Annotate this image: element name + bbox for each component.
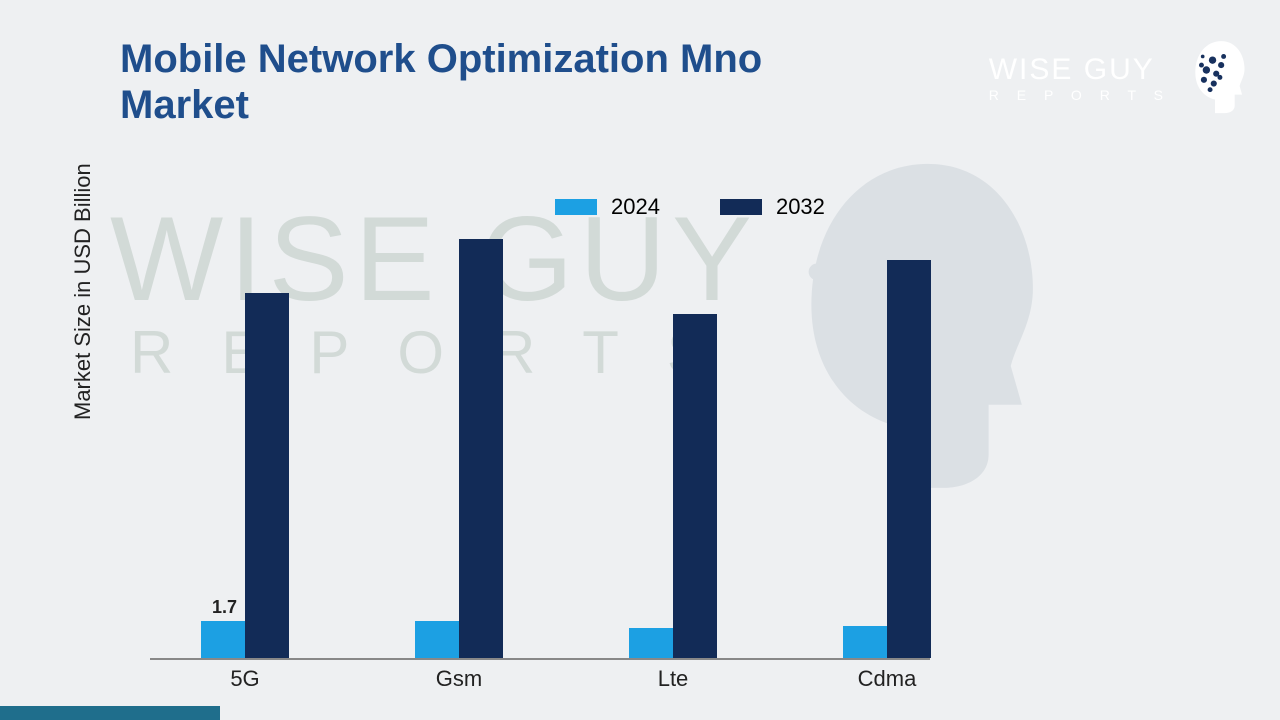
bar <box>459 239 503 658</box>
corner-tab <box>0 706 220 720</box>
brand-head-icon <box>1180 38 1250 118</box>
bar <box>201 621 245 658</box>
legend-swatch-2024 <box>555 199 597 215</box>
brand-logo-line2: R E P O R T S <box>989 87 1170 103</box>
bar <box>415 621 459 658</box>
bar <box>887 260 931 658</box>
legend-label-2032: 2032 <box>776 194 825 220</box>
bar <box>673 314 717 658</box>
legend: 2024 2032 <box>555 194 825 220</box>
bar-value-label: 1.7 <box>212 597 237 618</box>
brand-logo-text: WISE GUY R E P O R T S <box>989 53 1170 103</box>
legend-item-2032: 2032 <box>720 194 825 220</box>
chart-title: Mobile Network Optimization Mno Market <box>120 36 840 128</box>
plot-area: 5GGsmLteCdma1.7 <box>150 230 930 660</box>
x-tick-label: Gsm <box>436 666 482 692</box>
bar-group: Gsm <box>414 239 504 658</box>
brand-logo-line1: WISE GUY <box>989 53 1170 87</box>
x-tick-label: Lte <box>658 666 689 692</box>
legend-swatch-2032 <box>720 199 762 215</box>
brand-logo: WISE GUY R E P O R T S <box>989 38 1250 118</box>
x-axis-baseline <box>150 658 930 660</box>
x-tick-label: 5G <box>230 666 259 692</box>
bar <box>629 628 673 658</box>
chart-canvas: WISE GUY REPORTS Mobile Network Optimiza… <box>0 0 1280 720</box>
legend-label-2024: 2024 <box>611 194 660 220</box>
bar <box>843 626 887 658</box>
bar <box>245 293 289 659</box>
bar-group: Lte <box>628 314 718 658</box>
x-tick-label: Cdma <box>858 666 917 692</box>
legend-item-2024: 2024 <box>555 194 660 220</box>
bar-group: Cdma <box>842 260 932 658</box>
y-axis-label: Market Size in USD Billion <box>70 163 96 420</box>
